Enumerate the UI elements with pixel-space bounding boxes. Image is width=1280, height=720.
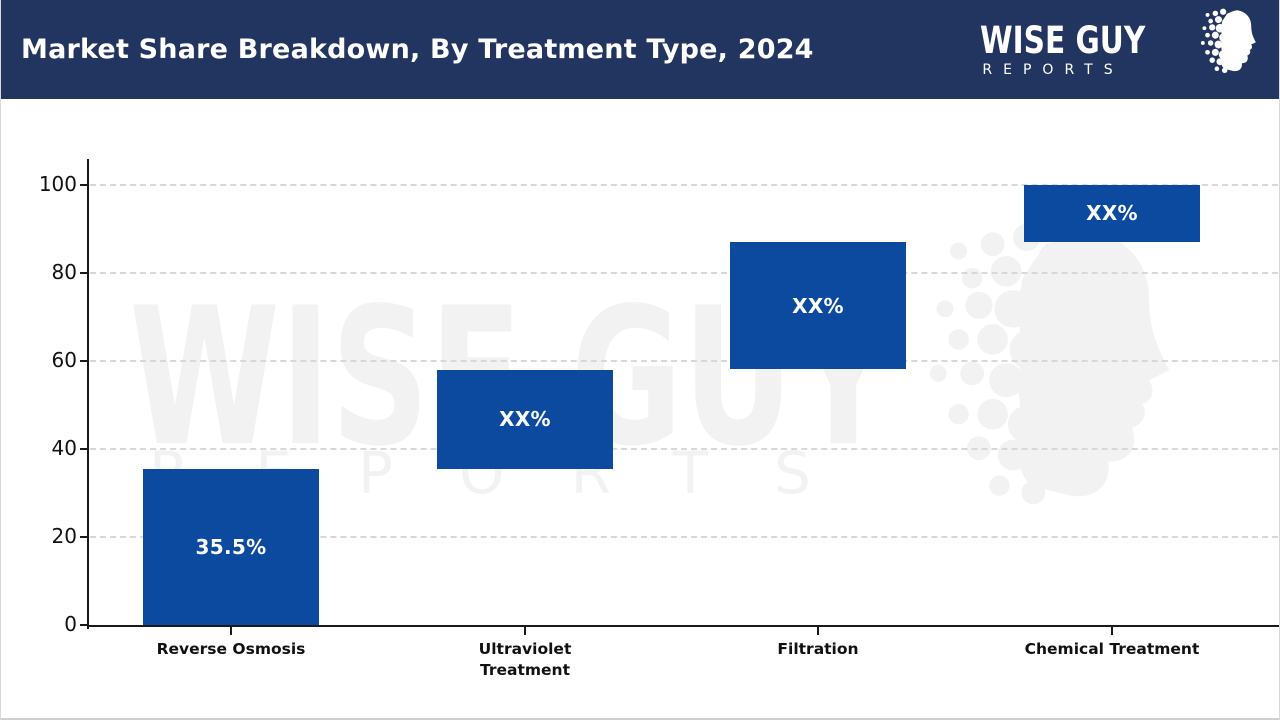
bar-segment: 35.5% [143,468,319,625]
brand-name-label: WISE GUY [980,18,1146,62]
x-tick-mark [230,627,232,635]
brand-logo: WISE GUY REPORTS [980,7,1259,93]
bar-value-label: XX% [1086,201,1138,226]
y-tick-label: 0 [64,612,77,636]
y-tick-mark [80,183,88,186]
y-tick-label: 40 [51,435,77,460]
watermark-head-icon [843,217,1183,591]
x-tick-mark [1111,627,1113,635]
bar-value-label: XX% [792,293,844,318]
y-gridline [90,535,1278,538]
chart-area: WISE GUY REPORTS 0 20 40 60 80 100 35.5% Revers… [1,99,1279,718]
header-bar: Market Share Breakdown, By Treatment Typ… [1,0,1279,99]
x-axis-label: Reverse Osmosis [156,640,306,658]
x-axis-label: Filtration [777,640,859,658]
y-tick-mark [80,447,88,450]
y-tick-label: 80 [51,259,77,284]
bar-segment: XX% [730,241,906,370]
x-axis-label: Chemical Treatment [1024,640,1200,658]
brand-reports-label: REPORTS [982,61,1124,78]
y-tick-label: 20 [51,523,77,548]
x-tick-mark [524,627,526,635]
y-tick-label: 100 [38,171,77,196]
x-tick-mark [817,627,819,635]
y-tick-mark [80,535,88,538]
brand-text: WISE GUY REPORTS [980,22,1187,78]
y-tick-mark [80,624,88,626]
bar-value-label: XX% [499,407,551,432]
y-gridline [90,183,1278,186]
page-title: Market Share Breakdown, By Treatment Typ… [21,34,814,65]
y-gridline [90,359,1278,362]
y-gridline [90,447,1278,450]
y-tick-mark [80,271,88,274]
x-axis-line [87,625,1279,627]
y-axis-line [87,159,89,629]
y-tick-label: 60 [51,347,77,372]
y-tick-mark [80,359,88,362]
bar-segment: XX% [437,369,613,469]
bar-value-label: 35.5% [195,534,267,559]
bar-segment: XX% [1024,184,1200,242]
logo-head-icon [1181,7,1259,93]
x-axis-label: Ultraviolet Treatment [478,640,572,679]
y-gridline [90,271,1278,274]
